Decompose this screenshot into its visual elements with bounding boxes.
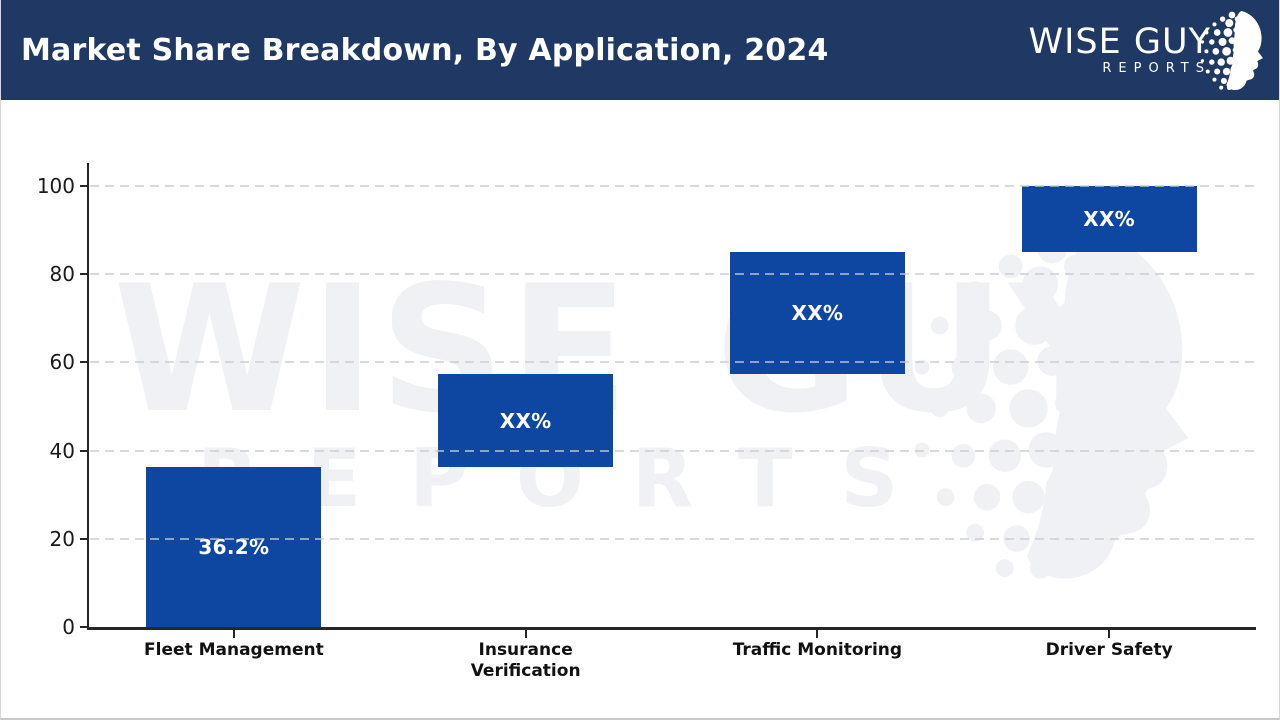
bar-value-label: XX% [1083, 207, 1136, 232]
y-tick [80, 537, 87, 540]
gridline-20 [90, 537, 1255, 540]
brand-subtitle: REPORTS [1102, 60, 1211, 76]
x-axis-spine [87, 627, 1256, 630]
bar-driver-safety: XX% [1021, 186, 1197, 253]
y-tick-label: 100 [36, 174, 75, 198]
y-tick [80, 361, 87, 364]
x-tick-label: Traffic Monitoring [732, 640, 903, 660]
y-tick-label: 80 [49, 262, 75, 287]
gridline-60 [90, 361, 1255, 364]
watermark-text: WISE GUY [113, 249, 1141, 452]
x-tick-label: Fleet Management [144, 640, 324, 660]
brand-text: WISE GUY REPORTS [1028, 21, 1211, 76]
bar-traffic-monitoring: XX% [729, 252, 905, 374]
bar-value-label: XX% [791, 300, 844, 325]
y-tick-label: 60 [49, 350, 75, 375]
y-tick-label: 0 [62, 615, 75, 639]
x-tick [1108, 630, 1111, 638]
x-tick [524, 630, 527, 638]
x-tick-label: Insurance Verification [470, 640, 581, 681]
brand-wordmark: WISE GUY [1028, 21, 1211, 62]
bar-value-label: XX% [499, 408, 552, 433]
gridline-40 [90, 449, 1255, 452]
x-tick [232, 630, 235, 638]
y-tick-label: 20 [49, 526, 75, 551]
y-tick-label: 40 [49, 438, 75, 463]
bar-insurance-verification: XX% [438, 373, 614, 468]
y-tick [80, 449, 87, 452]
x-tick [816, 630, 819, 638]
y-tick [80, 185, 87, 187]
page-title: Market Share Breakdown, By Application, … [21, 32, 829, 68]
bar-fleet-management: 36.2% [146, 467, 322, 627]
gridline-80 [90, 273, 1255, 276]
y-tick [80, 273, 87, 276]
watermark-head-icon [896, 225, 1226, 580]
brand-logo: WISE GUY REPORTS [1028, 0, 1271, 100]
x-tick-label: Driver Safety [1045, 640, 1173, 660]
gridline-100 [90, 185, 1255, 187]
y-axis-spine [87, 163, 89, 629]
header: Market Share Breakdown, By Application, … [1, 0, 1279, 100]
y-tick [80, 626, 87, 628]
